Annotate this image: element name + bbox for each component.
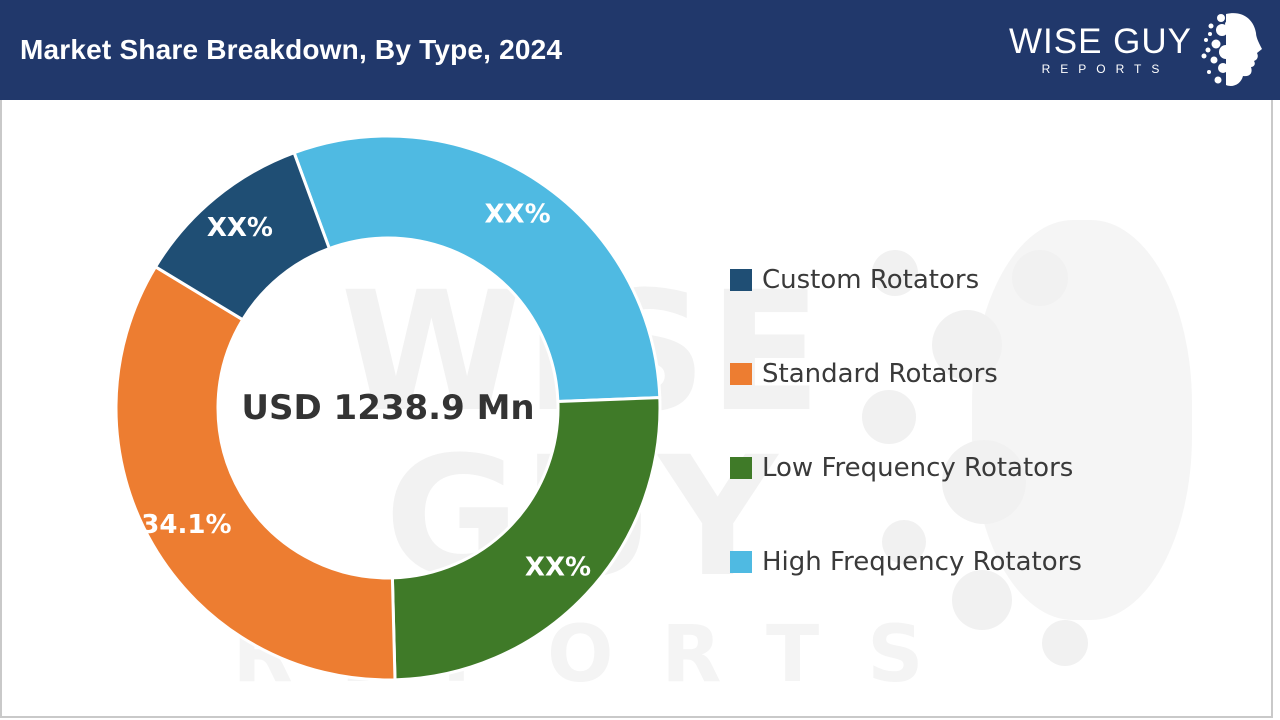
wiseguy-logo-text: WISE GUY REPORTS [1009,24,1192,76]
legend-item-standard-rotators: Standard Rotators [730,359,1082,389]
donut-chart: XX% XX% 34.1% XX% [114,134,662,682]
wiseguy-face-icon [1201,13,1262,86]
legend-swatch-standard-rotators [730,363,752,385]
legend-label-standard-rotators: Standard Rotators [762,359,998,389]
wiseguy-logo: WISE GUY REPORTS [1009,8,1266,92]
legend-swatch-low-frequency-rotators [730,457,752,479]
donut-center-value: USD 1238.9 Mn [241,388,535,428]
legend-item-custom-rotators: Custom Rotators [730,265,1082,295]
logo-subtitle: REPORTS [1041,62,1170,76]
legend-label-custom-rotators: Custom Rotators [762,265,980,295]
donut-segment-custom-rotators [154,151,331,322]
segment-label-high-frequency-rotators: XX% [485,199,551,229]
chart-legend: Custom Rotators Standard Rotators Low Fr… [730,265,1082,577]
segment-label-standard-rotators: 34.1% [141,510,231,540]
segment-label-custom-rotators: XX% [207,213,273,243]
donut-segment-high-frequency-rotators [292,134,662,403]
page-title: Market Share Breakdown, By Type, 2024 [20,34,563,65]
header-bar: Market Share Breakdown, By Type, 2024 WI… [0,0,1280,100]
logo-wordmark: WISE GUY [1008,22,1192,61]
segment-label-low-frequency-rotators: XX% [525,552,591,582]
legend-swatch-custom-rotators [730,269,752,291]
legend-swatch-high-frequency-rotators [730,551,752,573]
legend-item-high-frequency-rotators: High Frequency Rotators [730,547,1082,577]
legend-label-high-frequency-rotators: High Frequency Rotators [762,547,1082,577]
chart-area: WISE GUY REPORTS XX%XX%34.1%XX% USD 1238… [0,100,1273,718]
donut-segment-low-frequency-rotators [390,396,662,682]
legend-item-low-frequency-rotators: Low Frequency Rotators [730,453,1082,483]
legend-label-low-frequency-rotators: Low Frequency Rotators [762,453,1074,483]
donut-segment-standard-rotators [114,265,397,682]
